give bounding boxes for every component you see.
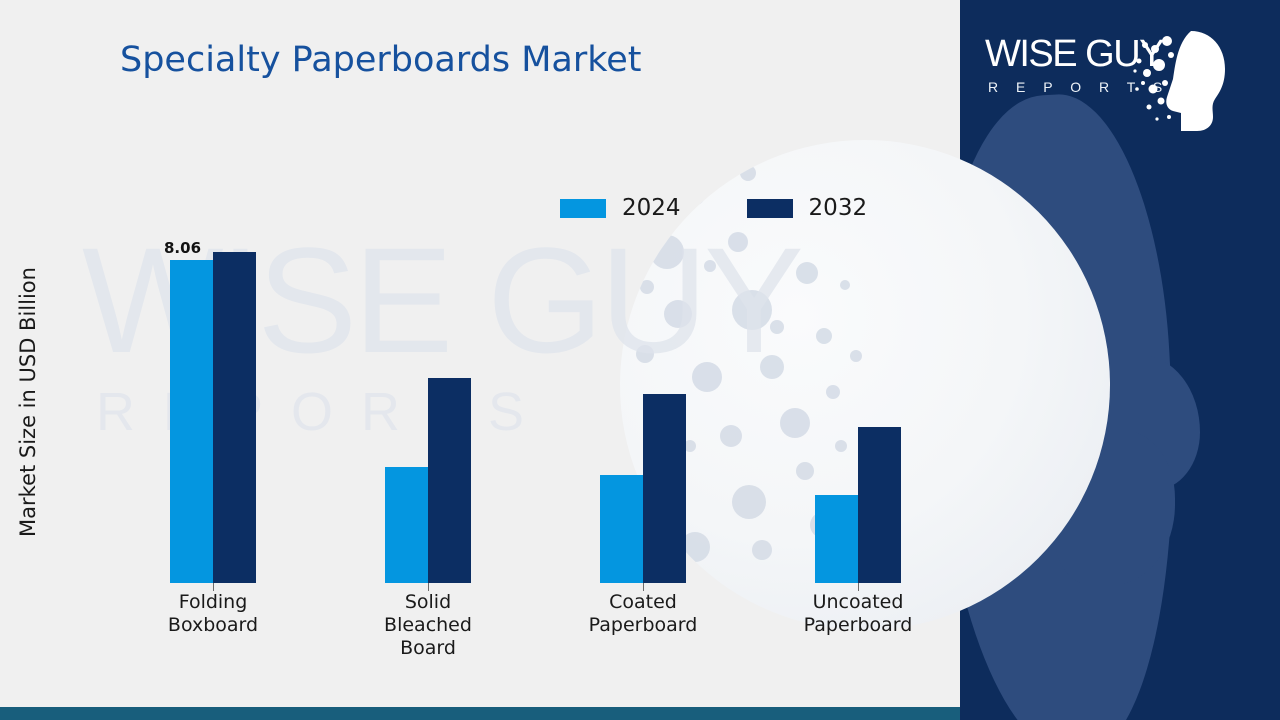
x-axis-label-line: Bleached [384, 614, 472, 637]
x-axis-tick [858, 583, 859, 591]
x-axis-label-line: Paperboard [803, 614, 913, 637]
decorative-dot [680, 180, 706, 206]
x-axis-label-line: Folding [178, 591, 248, 613]
bar-2032-0 [213, 252, 256, 583]
decorative-dot [704, 260, 716, 272]
decorative-dot [740, 165, 756, 181]
bar-2032-3 [858, 427, 901, 583]
bar-2024-2 [600, 474, 643, 583]
bar-2032-2 [643, 393, 686, 583]
legend-swatch-2032 [746, 198, 793, 218]
x-axis-label-1: Solid Bleached Board [328, 591, 528, 661]
x-axis-tick [213, 583, 214, 591]
decorative-dot [732, 485, 766, 519]
logo-tagline: R E P O R T S [988, 79, 1170, 95]
decorative-dot [664, 300, 692, 328]
logo-wordmark: WISE GUY [985, 33, 1165, 75]
decorative-dot [720, 425, 742, 447]
legend-item-2032[interactable]: 2032 [746, 195, 868, 221]
decorative-dot [752, 540, 772, 560]
x-axis-tick [428, 583, 429, 591]
x-axis-label-0: Folding Boxboard [113, 591, 313, 637]
decorative-dot [826, 385, 840, 399]
footer-accent-bar [0, 707, 960, 720]
x-axis-label-line: Board [400, 637, 456, 660]
legend-swatch-2024 [560, 198, 606, 218]
bar-chart: Market Size in USD Billion 2024 2032 8.0… [16, 195, 958, 661]
page-title: Specialty Paperboards Market [120, 40, 642, 80]
bar-2024-1 [385, 466, 428, 583]
decorative-dot [692, 362, 722, 392]
bar-2024-3 [815, 494, 858, 583]
legend-label-2032: 2032 [808, 195, 868, 221]
x-axis-label-line: Coated [609, 591, 677, 613]
decorative-dot [650, 235, 684, 269]
decorative-dot [684, 440, 696, 452]
decorative-dot [770, 320, 784, 334]
decorative-dot [732, 290, 772, 330]
decorative-dot [835, 440, 847, 452]
bar-value-label: 8.06 [164, 239, 202, 258]
decorative-dot [728, 232, 748, 252]
legend-item-2024[interactable]: 2024 [560, 195, 681, 221]
bar-2024-0 [170, 260, 213, 583]
x-axis-label-3: Uncoated Paperboard [758, 591, 958, 637]
legend-label-2024: 2024 [622, 195, 681, 221]
decorative-dot [796, 462, 814, 480]
decorative-dot [780, 408, 810, 438]
decorative-dot [840, 280, 850, 290]
decorative-dot [816, 328, 832, 344]
decorative-dot [640, 280, 654, 294]
x-axis-label-line: Uncoated [812, 591, 904, 613]
x-axis-label-line: Boxboard [167, 614, 259, 637]
x-axis-label-2: Coated Paperboard [543, 591, 743, 637]
x-axis-tick [643, 583, 644, 591]
bar-2032-1 [428, 377, 471, 583]
x-axis-label-line: Solid [404, 591, 452, 613]
chart-legend: 2024 2032 [560, 195, 867, 221]
decorative-dot [760, 355, 784, 379]
decorative-dot [636, 345, 654, 363]
decorative-dot [796, 262, 818, 284]
wiseguy-logo: WISE GUY R E P O R T S [985, 31, 1225, 131]
decorative-dot [850, 350, 862, 362]
head-profile-dots-icon [1133, 31, 1225, 131]
x-axis-label-line: Paperboard [588, 614, 698, 637]
plot-area: 8.06 [164, 239, 901, 583]
